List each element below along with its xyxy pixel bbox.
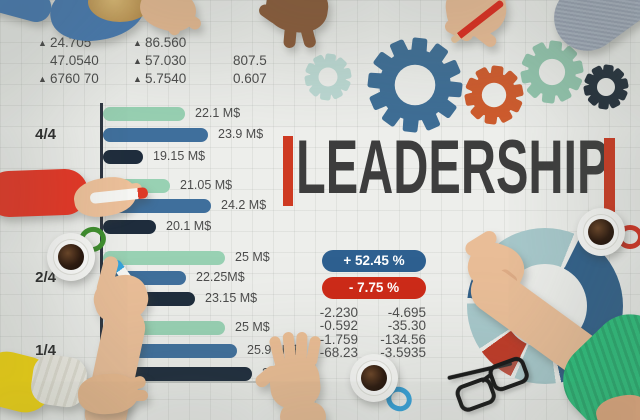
bar-bar_navy [103, 220, 156, 234]
coffee [58, 244, 84, 270]
gear-hole [597, 78, 615, 96]
ticker-number: 807.5 [233, 53, 267, 68]
bar-value-label: 25 M$ [235, 320, 270, 334]
page-title: LEADERSHIP [296, 125, 610, 210]
coffee-cup-bottom [350, 354, 417, 416]
person-top-left [0, 0, 220, 64]
stats-bottom-center: -2.230 -4.695 -0.592 -35.30 -1.759 -134.56 -68… [306, 306, 426, 360]
ticker-number: 5.7540 [145, 71, 187, 86]
bar-value-label: 24.2 M$ [221, 198, 267, 212]
ticker-number: 0.607 [233, 71, 267, 86]
up-triangle-icon: ▲ [133, 56, 142, 66]
blonde-hair-head [88, 0, 152, 22]
hand-top-center [256, 0, 350, 54]
coffee [361, 365, 387, 391]
up-triangle-icon: ▲ [38, 38, 47, 48]
bar-value-label: 22.1 M$ [195, 106, 241, 120]
arm-red-sleeve-with-marker [0, 166, 166, 228]
y-axis-label: 2/4 [35, 269, 56, 286]
forearm [280, 402, 326, 420]
bar-value-label: 25 M$ [235, 250, 270, 264]
hand-finger [283, 25, 297, 49]
ticker-number: 6760 70 [50, 71, 99, 86]
bar-bar_teal [103, 107, 185, 121]
title-accent-bar-right [604, 138, 615, 212]
stat-value: -68.23 [319, 345, 358, 361]
hand-open-palm-on-chart [250, 330, 362, 420]
bar-bar_blue [103, 128, 208, 142]
gear-hole [481, 82, 507, 108]
arm-gray-sweater-top-right [541, 0, 640, 64]
ticker-value: ▲ 86.560 [133, 34, 221, 52]
coffee-cup-left [47, 223, 110, 281]
coffee [588, 219, 614, 245]
stat-value: -134.56 [380, 331, 426, 347]
arm-green-sleeve-pointing-donut [440, 220, 640, 420]
y-axis-line [100, 103, 103, 381]
ticker-value: ▲47.0540 [38, 52, 133, 70]
ticker-row: ▲47.0540▲57.030▲807.5 [38, 52, 271, 70]
ticker-value: ▲ 57.030 [133, 52, 221, 70]
hand-finger [126, 390, 148, 401]
stat-value: -35.30 [387, 318, 426, 334]
ticker-number: 86.560 [145, 35, 187, 50]
y-axis-label: 4/4 [35, 126, 56, 143]
stat-value: -4.695 [387, 305, 426, 320]
bar-value-label: 22.25M$ [196, 270, 245, 284]
stat-value: -1.759 [319, 331, 358, 347]
hand-with-red-pencil [436, 0, 548, 64]
x-axis-line [100, 381, 316, 383]
bar-bar_navy [103, 150, 143, 164]
bar-value-label: 23.9 M$ [218, 127, 264, 141]
gray-sweater-sleeve [541, 0, 640, 64]
ticker-row: ▲6760 70▲5.7540▲0.607 [38, 70, 271, 88]
ticker-value: ▲ 5.7540 [133, 70, 221, 88]
coffee-cup-top-right [577, 208, 640, 256]
up-triangle-icon: ▲ [133, 74, 142, 84]
gear-icon [583, 64, 629, 110]
up-triangle-icon: ▲ [38, 74, 47, 84]
hand-palm [593, 390, 640, 420]
bar-bar_teal [103, 251, 225, 265]
gear-hole [394, 64, 436, 106]
bar-value-label: 21.05 M$ [180, 178, 233, 192]
ticker-number: 47.0540 [50, 53, 99, 68]
bar-value-label: 20.1 M$ [166, 219, 212, 233]
stat-value: -3.5935 [380, 345, 426, 361]
hand-bottom-right-corner [593, 390, 640, 420]
stat-badge-negative: - 7.75 % [322, 277, 426, 299]
stat-value: -0.592 [319, 318, 358, 334]
ticker-value: ▲807.5 [221, 52, 271, 70]
blue-sleeve-arm [0, 0, 55, 26]
title-accent-bar-left [283, 136, 293, 206]
ticker-number: 57.030 [145, 53, 187, 68]
ticker-value: ▲ 6760 70 [38, 70, 133, 88]
bar-value-label: 19.15 M$ [153, 149, 206, 163]
bar-value-label: 23.15 M$ [205, 291, 258, 305]
stat-value: -2.230 [319, 305, 358, 320]
ticker-value: ▲0.607 [221, 70, 271, 88]
arm-yellow-sleeve [0, 346, 148, 420]
stat-badge-positive: + 52.45 % [322, 250, 426, 272]
up-triangle-icon: ▲ [133, 38, 142, 48]
gear-icon [464, 65, 524, 125]
